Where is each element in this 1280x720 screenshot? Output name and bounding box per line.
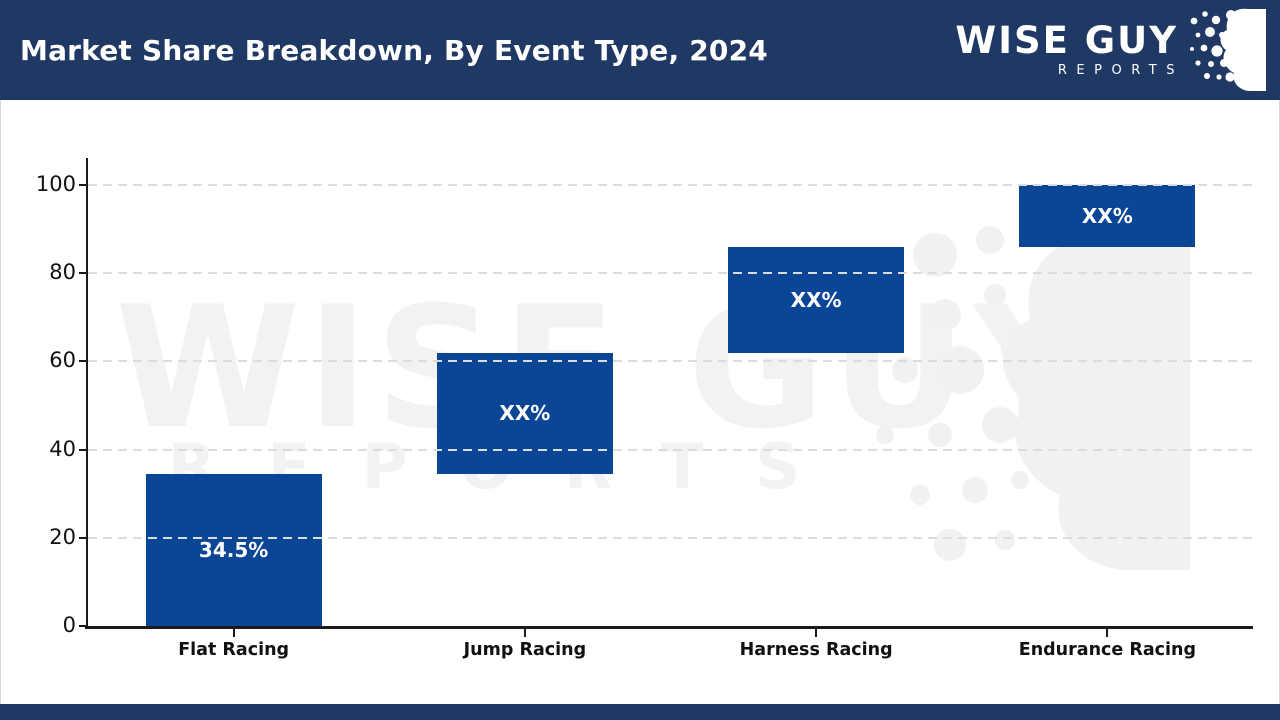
footer-bar bbox=[0, 704, 1280, 720]
x-category-label: Jump Racing bbox=[463, 640, 587, 660]
x-tick-mark bbox=[523, 629, 526, 637]
y-tick-mark bbox=[79, 184, 88, 186]
x-tick-mark bbox=[815, 629, 818, 637]
gridline bbox=[88, 272, 1253, 275]
x-tick-mark bbox=[232, 629, 235, 637]
logo-wordmark: WISE GUY REPORTS bbox=[955, 19, 1178, 78]
wiseguy-logo: WISE GUY REPORTS bbox=[955, 7, 1280, 93]
y-tick-label: 100 bbox=[35, 172, 76, 196]
bar: XX% bbox=[436, 352, 613, 474]
x-category-label: Harness Racing bbox=[739, 640, 893, 660]
bar-value-label: XX% bbox=[1081, 203, 1133, 228]
x-tick-mark bbox=[1106, 629, 1109, 637]
y-tick-mark bbox=[79, 448, 88, 451]
y-tick-label: 20 bbox=[49, 524, 76, 549]
gridline bbox=[88, 448, 1253, 451]
x-category-label: Endurance Racing bbox=[1018, 640, 1197, 660]
logo-face-icon bbox=[1190, 8, 1266, 92]
bar: XX% bbox=[728, 246, 905, 353]
gridline bbox=[88, 360, 1253, 363]
y-tick-mark bbox=[79, 272, 88, 275]
y-tick-label: 0 bbox=[62, 613, 76, 637]
y-tick-label: 40 bbox=[49, 436, 76, 461]
logo-wordmark-line2: REPORTS bbox=[1057, 62, 1184, 78]
x-category-label: Flat Racing bbox=[178, 640, 290, 660]
bar: 34.5% bbox=[145, 473, 322, 626]
gridline bbox=[88, 536, 1253, 539]
header-bar: Market Share Breakdown, By Event Type, 2… bbox=[0, 0, 1280, 100]
y-tick-label: 60 bbox=[49, 348, 76, 373]
y-tick-mark bbox=[79, 360, 88, 363]
y-tick-label: 80 bbox=[49, 260, 76, 285]
bar-value-label: XX% bbox=[499, 401, 551, 426]
gridline bbox=[88, 184, 1253, 186]
y-axis-line bbox=[86, 158, 88, 629]
page-border-left bbox=[0, 100, 1, 720]
bar-value-label: 34.5% bbox=[198, 537, 269, 562]
bar: XX% bbox=[1019, 185, 1196, 247]
logo-wordmark-line1: WISE GUY bbox=[955, 19, 1178, 63]
chart-title: Market Share Breakdown, By Event Type, 2… bbox=[20, 33, 768, 67]
y-tick-mark bbox=[79, 536, 88, 539]
x-axis-line bbox=[85, 626, 1253, 629]
bar-value-label: XX% bbox=[790, 287, 842, 312]
y-tick-mark bbox=[79, 625, 88, 627]
